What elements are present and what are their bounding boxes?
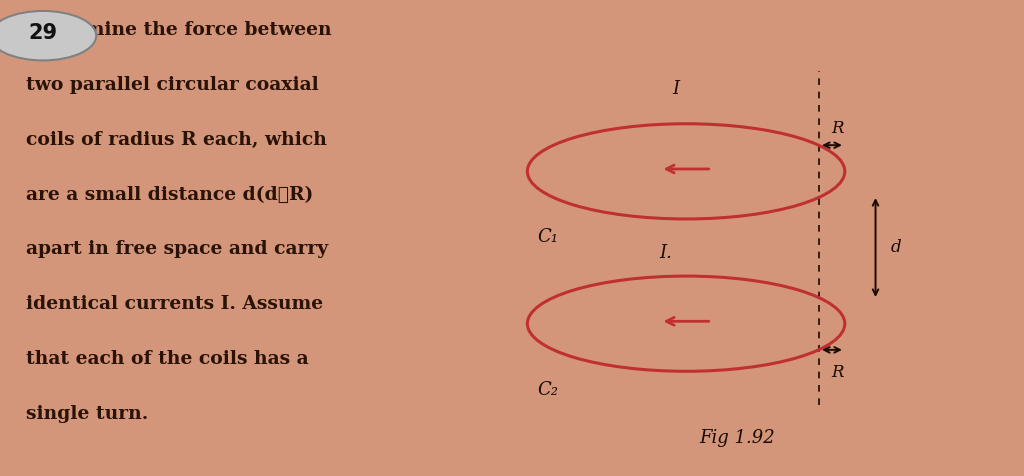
Text: single turn.: single turn.	[26, 405, 147, 423]
Text: C₁: C₁	[538, 228, 559, 247]
Text: R: R	[830, 364, 844, 381]
Text: that each of the coils has a: that each of the coils has a	[26, 350, 308, 368]
Text: apart in free space and carry: apart in free space and carry	[26, 240, 328, 258]
Text: Fig 1.92: Fig 1.92	[699, 429, 775, 447]
Text: identical currents I. Assume: identical currents I. Assume	[26, 295, 323, 313]
Text: R: R	[830, 119, 844, 137]
Text: I: I	[673, 79, 679, 98]
Text: d: d	[891, 239, 901, 256]
Text: two parallel circular coaxial: two parallel circular coaxial	[26, 76, 318, 94]
Text: Determine the force between: Determine the force between	[26, 21, 331, 40]
Text: are a small distance d(d≪R): are a small distance d(d≪R)	[26, 186, 313, 204]
Text: C₂: C₂	[538, 381, 559, 399]
Text: coils of radius R each, which: coils of radius R each, which	[26, 131, 327, 149]
Circle shape	[0, 11, 96, 60]
Text: I.: I.	[659, 244, 672, 262]
Text: 29: 29	[29, 23, 57, 43]
